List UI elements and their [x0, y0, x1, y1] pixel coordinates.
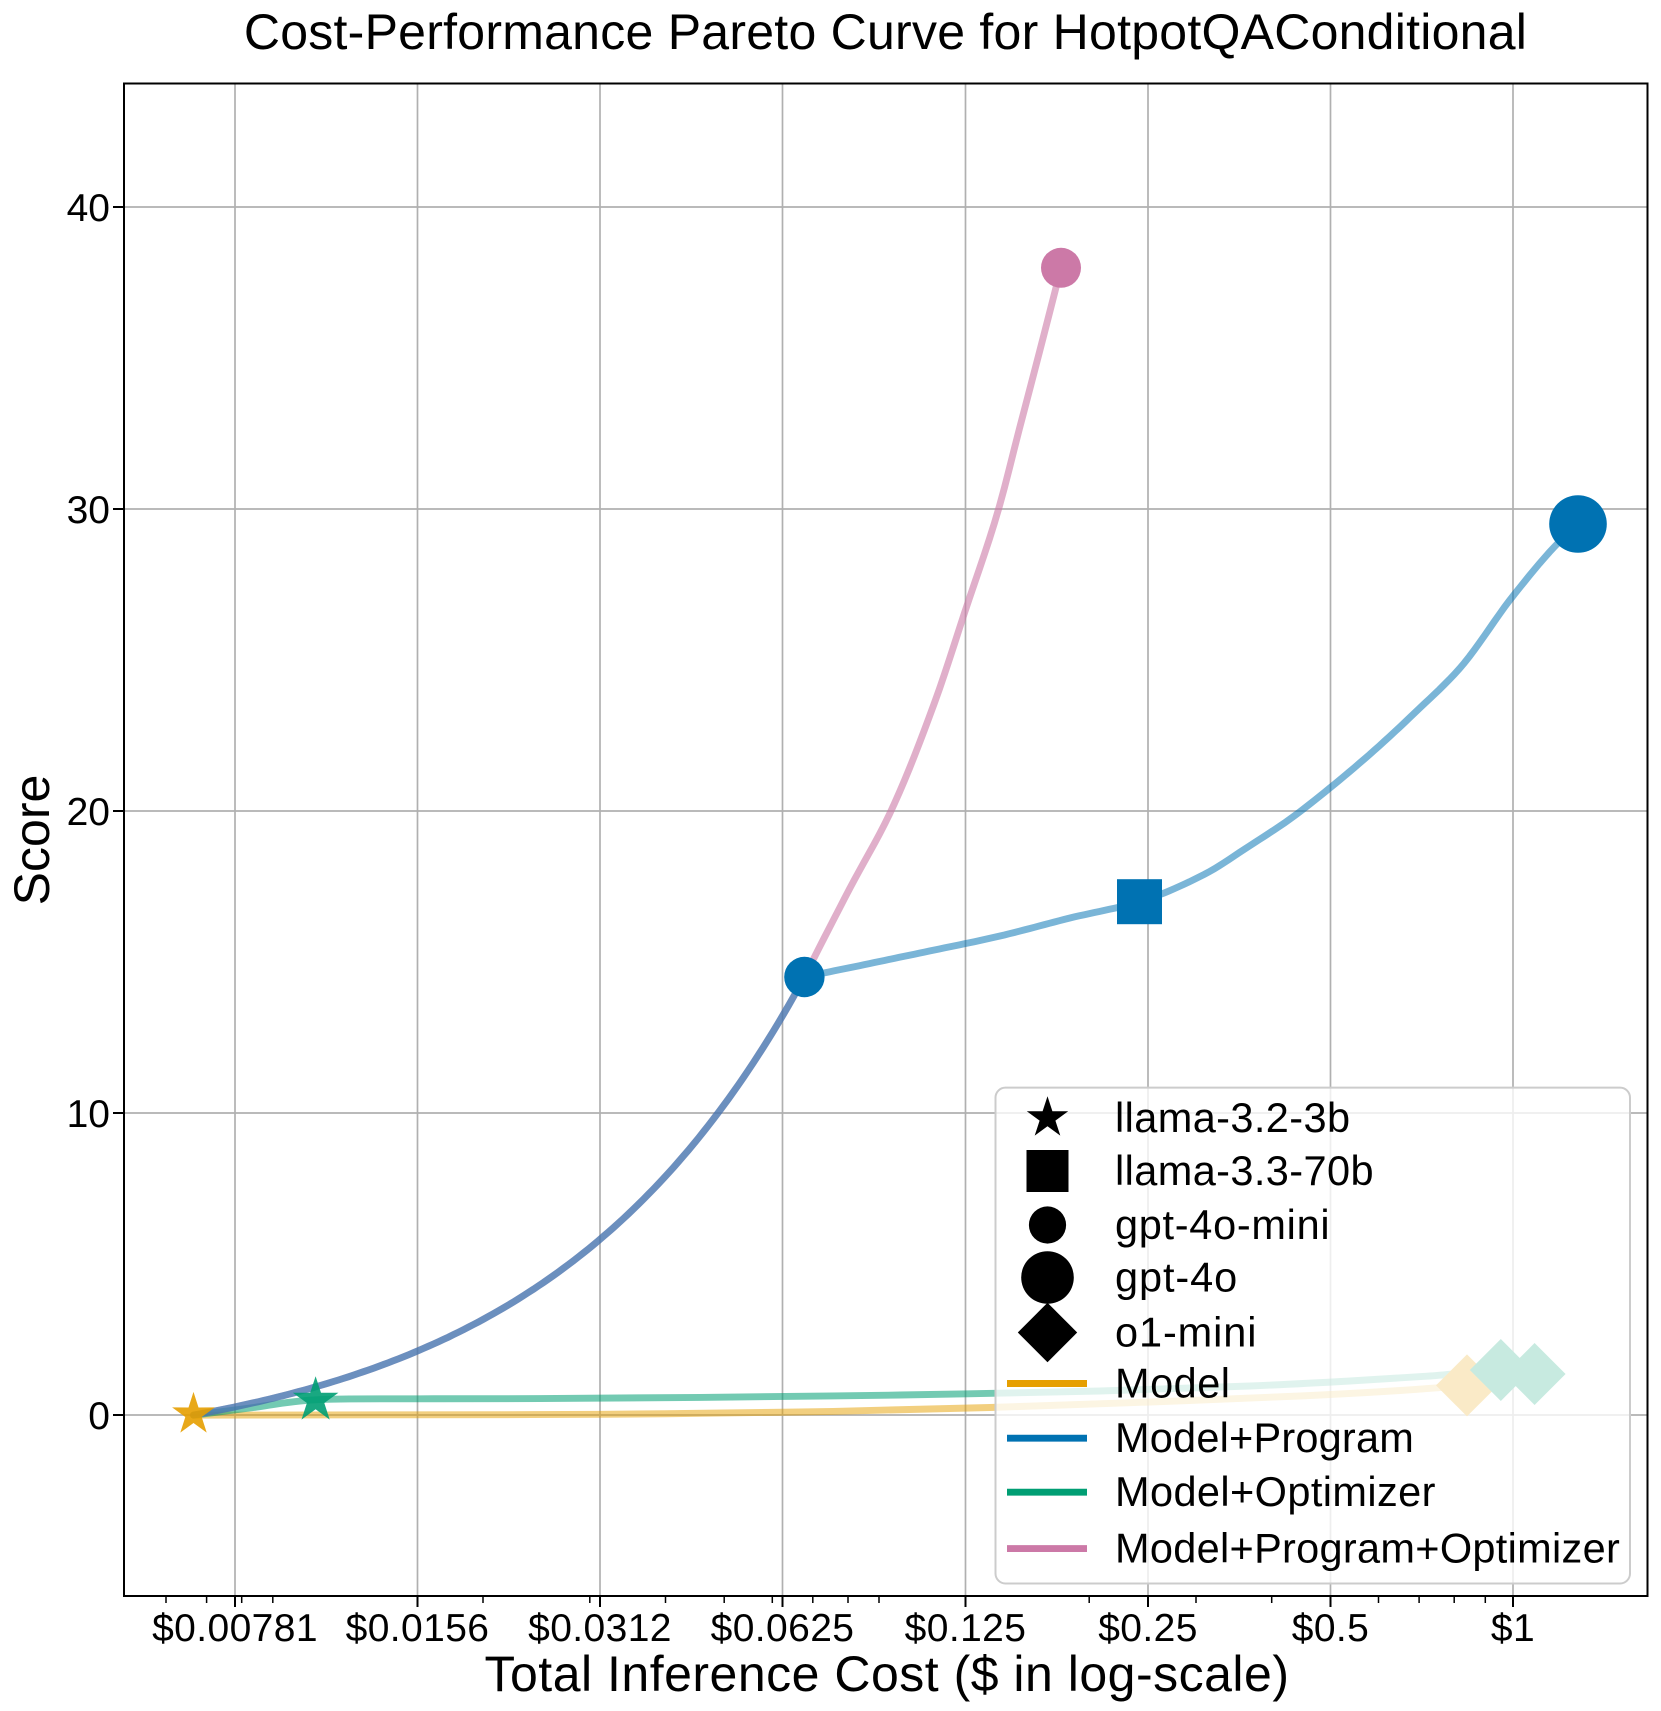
- svg-text:Model: Model: [1115, 1360, 1231, 1407]
- svg-text:$0.0312: $0.0312: [528, 1607, 672, 1650]
- svg-text:20: 20: [67, 791, 110, 834]
- svg-text:Model+Program+Optimizer: Model+Program+Optimizer: [1115, 1525, 1620, 1572]
- svg-text:Total Inference Cost ($ in log: Total Inference Cost ($ in log-scale): [485, 1646, 1290, 1702]
- svg-text:$0.0625: $0.0625: [711, 1607, 855, 1650]
- svg-text:$1: $1: [1491, 1607, 1535, 1650]
- svg-text:Cost-Performance Pareto Curve: Cost-Performance Pareto Curve for Hotpot…: [244, 4, 1527, 60]
- svg-text:$0.0156: $0.0156: [346, 1607, 490, 1650]
- svg-text:30: 30: [67, 489, 110, 532]
- svg-text:Score: Score: [4, 775, 60, 906]
- svg-text:40: 40: [67, 187, 110, 230]
- svg-text:Model+Optimizer: Model+Optimizer: [1115, 1468, 1436, 1515]
- svg-text:$0.125: $0.125: [905, 1607, 1027, 1650]
- svg-text:Model+Program: Model+Program: [1115, 1414, 1414, 1461]
- svg-text:llama-3.2-3b: llama-3.2-3b: [1115, 1094, 1350, 1141]
- svg-text:llama-3.3-70b: llama-3.3-70b: [1115, 1147, 1374, 1194]
- svg-text:$0.25: $0.25: [1098, 1607, 1198, 1650]
- svg-text:gpt-4o: gpt-4o: [1115, 1254, 1238, 1301]
- svg-text:$0.5: $0.5: [1292, 1607, 1370, 1650]
- svg-text:$0.00781: $0.00781: [152, 1607, 318, 1650]
- svg-text:0: 0: [88, 1395, 110, 1438]
- svg-text:10: 10: [67, 1093, 110, 1136]
- svg-text:gpt-4o-mini: gpt-4o-mini: [1115, 1201, 1330, 1248]
- svg-text:o1-mini: o1-mini: [1115, 1309, 1257, 1356]
